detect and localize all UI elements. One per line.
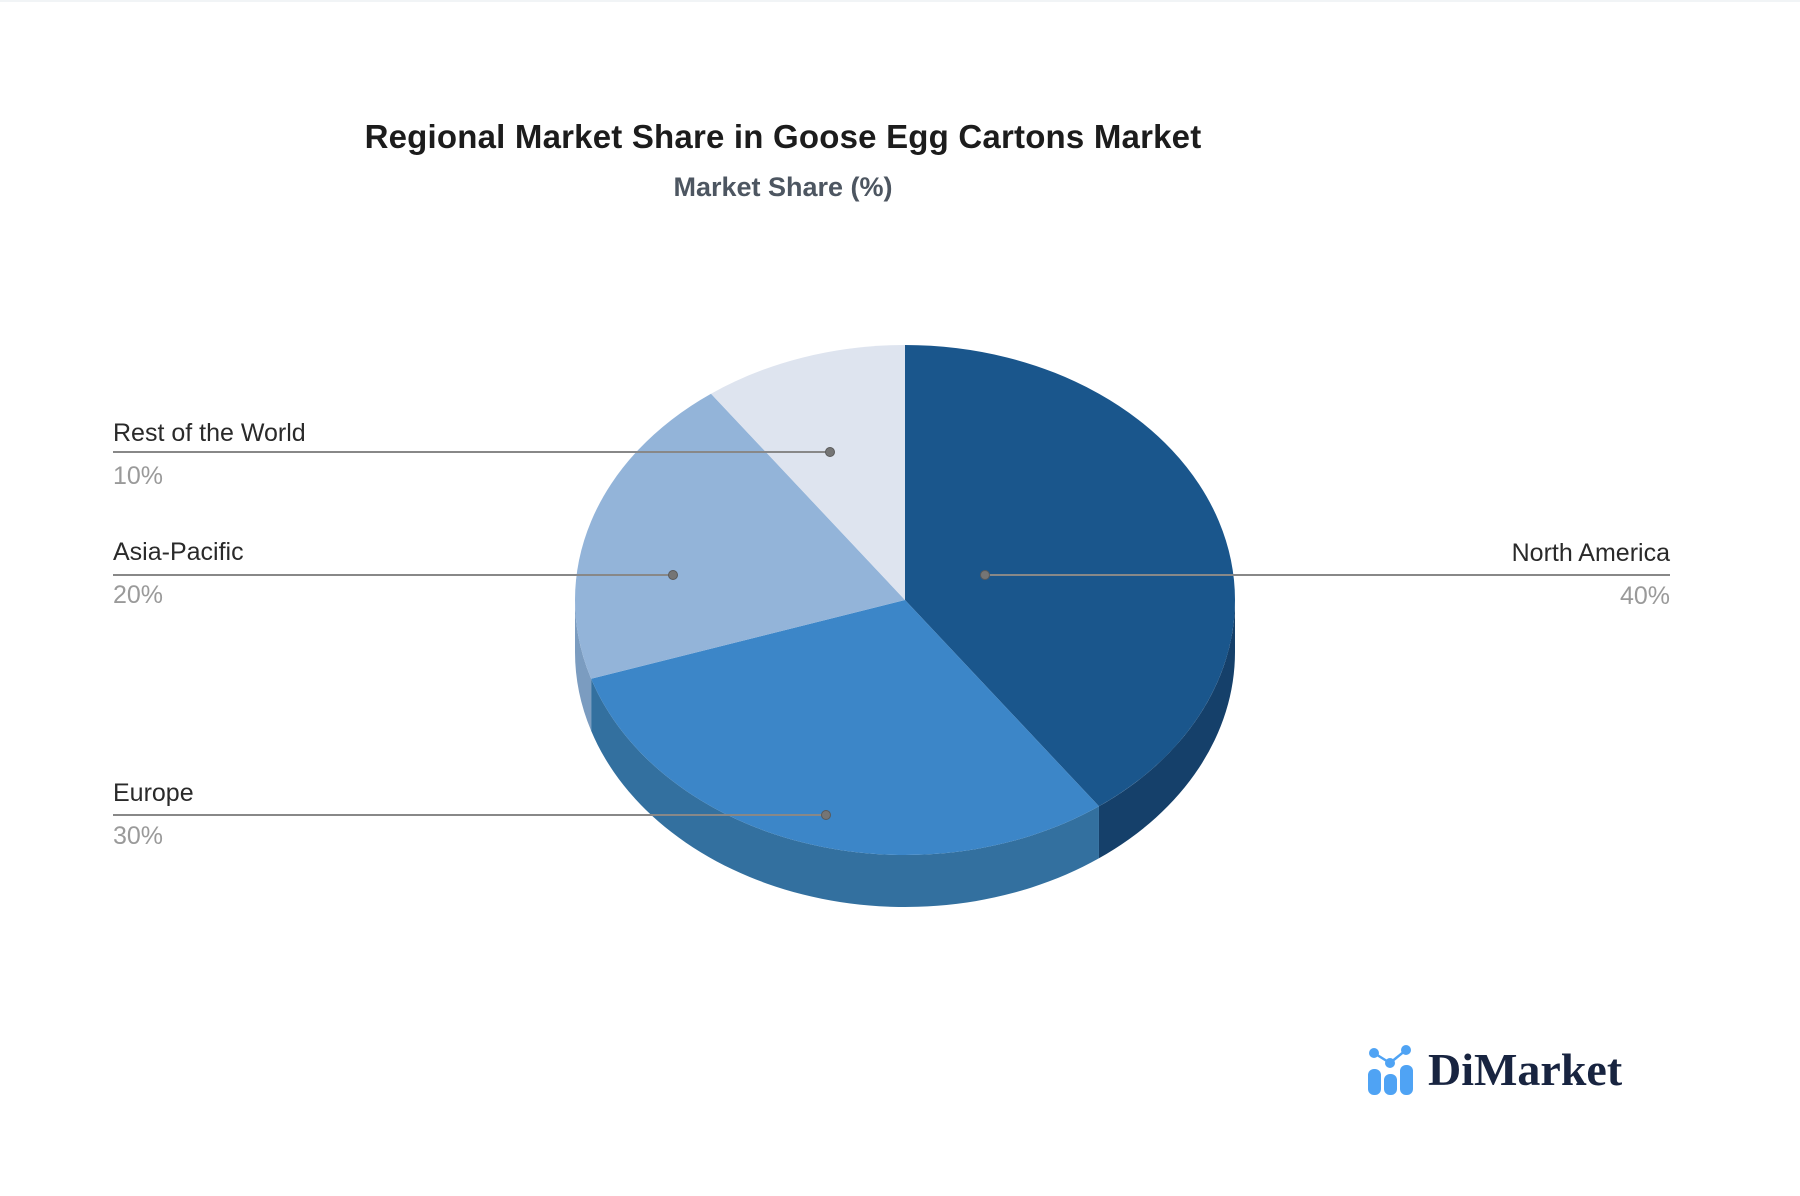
slice-side-europe [591, 678, 1099, 907]
logo-dot-3 [1401, 1045, 1411, 1055]
callout-europe: Europe 30% [113, 781, 194, 849]
slice-percent: 20% [113, 581, 164, 609]
brand-logo: DiMarket [1367, 1042, 1622, 1096]
bar-line-chart-logo-icon [1368, 1045, 1413, 1095]
callout-asia-pacific: Asia-Pacific 20% [113, 540, 244, 608]
brand-name: DiMarket [1428, 1044, 1623, 1095]
slice-label: Europe [113, 779, 194, 807]
slice-label: North America [1511, 539, 1670, 567]
slice-label: Asia-Pacific [113, 538, 244, 566]
slice-side-north-america [1098, 600, 1235, 859]
slice-europe [591, 600, 1099, 855]
slice-percent: 10% [113, 462, 164, 490]
logo-bar-3 [1400, 1065, 1413, 1095]
slice-percent: 40% [1619, 582, 1670, 610]
slice-side-asia-pacific [575, 600, 592, 731]
logo-bar-1 [1368, 1069, 1381, 1095]
slice-label: Rest of the World [113, 419, 306, 447]
anchor-dot-rest-of-the-world [825, 447, 835, 457]
top-hairline [0, 0, 1800, 2]
slice-percent: 30% [113, 822, 164, 850]
anchor-dot-asia-pacific [668, 570, 678, 580]
anchor-dot-europe [821, 810, 831, 820]
chart-subtitle: Market Share (%) [673, 172, 893, 202]
chart-title: Regional Market Share in Goose Egg Carto… [364, 118, 1202, 155]
slice-asia-pacific [575, 393, 905, 679]
logo-bar-2 [1384, 1074, 1397, 1095]
callout-north-america: North America 40% [1512, 541, 1670, 609]
slice-rest-of-the-world [711, 345, 905, 600]
logo-dot-1 [1369, 1048, 1379, 1058]
title-block: Regional Market Share in Goose Egg Carto… [0, 118, 1566, 203]
callout-rest-of-the-world: Rest of the World 10% [113, 421, 306, 489]
logo-dot-2 [1385, 1058, 1395, 1068]
anchor-dot-north-america [980, 570, 990, 580]
